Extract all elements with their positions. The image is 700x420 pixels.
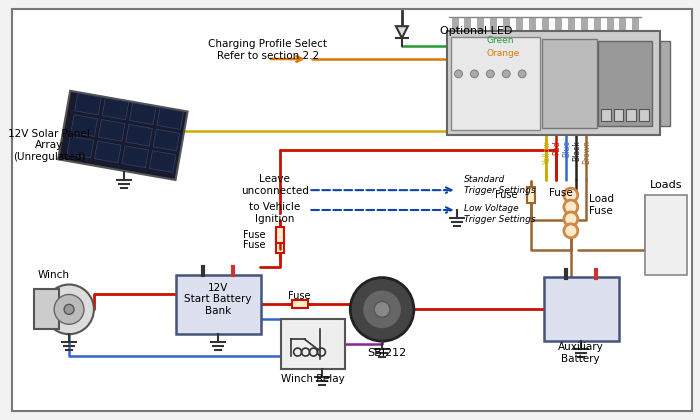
- Text: Auxiliary
Battery: Auxiliary Battery: [558, 342, 603, 364]
- Bar: [601, 109, 610, 121]
- Bar: [102, 98, 129, 120]
- Text: Fuse: Fuse: [244, 240, 266, 250]
- Bar: [281, 319, 345, 369]
- Bar: [645, 195, 687, 275]
- Circle shape: [470, 70, 478, 78]
- Text: Winch: Winch: [38, 270, 70, 280]
- Bar: [276, 227, 284, 243]
- Circle shape: [454, 70, 463, 78]
- Bar: [598, 41, 652, 126]
- Bar: [122, 146, 148, 168]
- Circle shape: [564, 188, 578, 202]
- Bar: [639, 109, 650, 121]
- Bar: [75, 93, 101, 115]
- Text: Brown: Brown: [582, 140, 592, 165]
- Text: Loads: Loads: [650, 180, 682, 190]
- Text: Blue: Blue: [562, 140, 571, 158]
- Text: Load
Fuse: Load Fuse: [589, 194, 614, 216]
- Bar: [276, 237, 284, 253]
- Bar: [130, 103, 156, 125]
- Text: Leave
unconnected: Leave unconnected: [241, 174, 309, 196]
- Bar: [544, 277, 619, 341]
- Bar: [67, 136, 94, 158]
- FancyBboxPatch shape: [58, 91, 188, 180]
- Text: Standard
Trigger Settings: Standard Trigger Settings: [463, 176, 535, 195]
- Text: 12V
Start Battery
Bank: 12V Start Battery Bank: [184, 283, 252, 316]
- Circle shape: [64, 304, 74, 314]
- Bar: [447, 31, 660, 136]
- Text: Low Voltage
Trigger Settings: Low Voltage Trigger Settings: [463, 204, 535, 224]
- Text: Red: Red: [552, 140, 561, 155]
- Text: Fuse: Fuse: [244, 230, 266, 240]
- Text: Green: Green: [486, 36, 514, 45]
- Circle shape: [564, 212, 578, 226]
- Circle shape: [564, 200, 578, 214]
- Text: Fuse: Fuse: [495, 190, 517, 200]
- Bar: [34, 289, 59, 329]
- Text: Fuse: Fuse: [549, 188, 573, 198]
- Bar: [614, 109, 624, 121]
- Text: Optional LED: Optional LED: [440, 26, 512, 36]
- Bar: [153, 129, 180, 151]
- Text: Winch Relay: Winch Relay: [281, 374, 344, 384]
- Bar: [527, 187, 535, 203]
- Circle shape: [374, 302, 390, 317]
- Circle shape: [503, 70, 510, 78]
- Text: to Vehicle
Ignition: to Vehicle Ignition: [249, 202, 300, 224]
- Circle shape: [486, 70, 494, 78]
- Bar: [71, 115, 97, 136]
- Bar: [660, 41, 670, 126]
- Circle shape: [564, 224, 578, 238]
- Bar: [157, 108, 183, 129]
- Bar: [98, 120, 125, 141]
- Bar: [94, 141, 121, 163]
- Bar: [542, 39, 596, 128]
- Bar: [451, 37, 540, 129]
- Circle shape: [518, 70, 526, 78]
- Text: SBI212: SBI212: [368, 348, 407, 358]
- Text: Black: Black: [573, 140, 581, 161]
- Circle shape: [362, 289, 402, 329]
- Text: 12V Solar Panel
Array
(Unregulated): 12V Solar Panel Array (Unregulated): [8, 129, 90, 162]
- Text: Charging Profile Select
Refer to section 2.2: Charging Profile Select Refer to section…: [209, 39, 328, 61]
- Text: Fuse: Fuse: [288, 291, 311, 302]
- Bar: [626, 109, 636, 121]
- Bar: [292, 300, 307, 308]
- Text: Yellow: Yellow: [542, 140, 552, 164]
- Circle shape: [44, 284, 94, 334]
- Bar: [149, 151, 176, 173]
- Bar: [126, 124, 153, 146]
- Circle shape: [54, 294, 84, 324]
- Polygon shape: [396, 26, 408, 38]
- Text: Orange: Orange: [486, 49, 519, 58]
- Circle shape: [350, 278, 414, 341]
- Bar: [176, 275, 261, 334]
